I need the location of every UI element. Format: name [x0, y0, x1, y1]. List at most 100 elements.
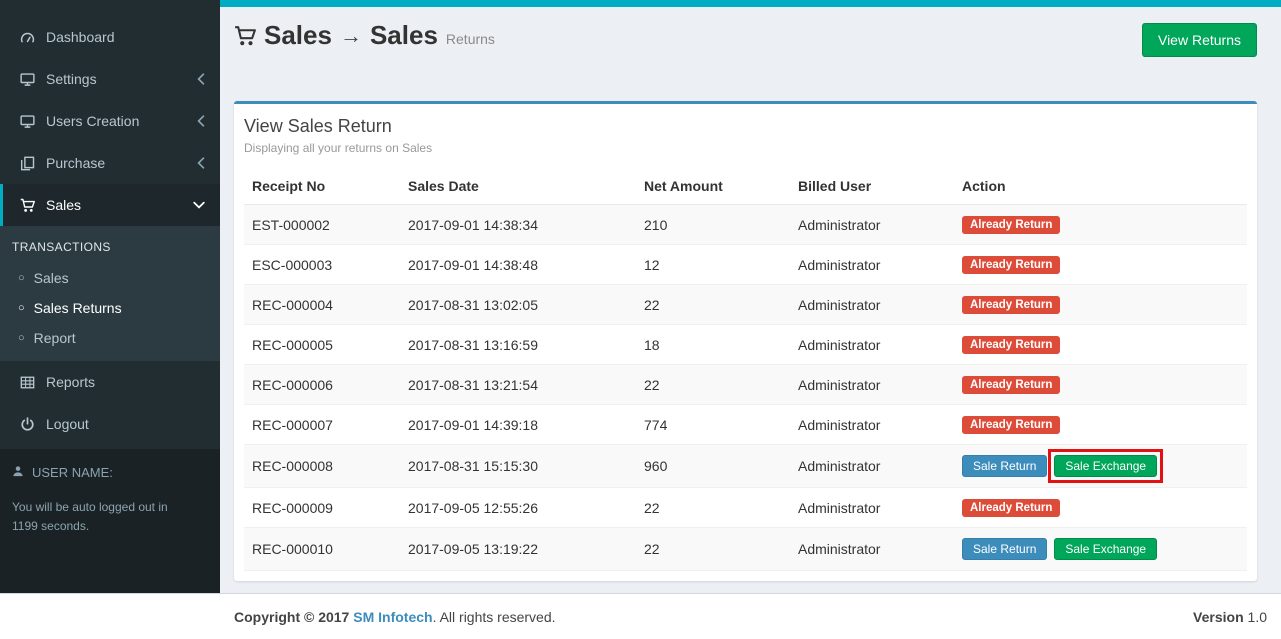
sidebar-item-label: Logout [46, 416, 89, 432]
sidebar-item-reports[interactable]: Reports [0, 361, 220, 403]
sidebar-item-label: Reports [46, 374, 96, 390]
sale-return-button[interactable]: Sale Return [962, 455, 1048, 477]
sidebar-item-logout[interactable]: Logout [0, 403, 220, 445]
desktop-icon [18, 72, 36, 87]
sale-exchange-button[interactable]: Sale Exchange [1054, 455, 1158, 477]
action-cell: Already Return [954, 487, 1247, 528]
sales-date-cell: 2017-09-01 14:38:48 [400, 244, 636, 285]
cart-icon [234, 25, 256, 47]
action-cell: Already Return [954, 284, 1247, 325]
receipt-no-cell: REC-000005 [244, 324, 400, 365]
sales-return-panel: View Sales Return Displaying all your re… [234, 101, 1257, 581]
already-return-badge: Already Return [962, 499, 1061, 517]
billed-user-cell: Administrator [790, 324, 954, 365]
already-return-badge: Already Return [962, 296, 1061, 314]
content-header: Sales → Sales Returns View Returns [234, 20, 1257, 57]
power-icon [18, 416, 36, 432]
billed-user-cell: Administrator [790, 487, 954, 528]
sidebar-item-label: Sales [46, 197, 82, 213]
action-cell: Sale Return Sale Exchange [954, 527, 1247, 571]
action-cell: Already Return [954, 404, 1247, 445]
action-cell: Already Return [954, 204, 1247, 245]
dashboard-icon [18, 30, 36, 45]
sale-exchange-button[interactable]: Sale Exchange [1054, 538, 1158, 560]
table-row: ESC-000003 2017-09-01 14:38:48 12 Administr… [244, 244, 1247, 285]
table-row: REC-000006 2017-08-31 13:21:54 22 Administr… [244, 364, 1247, 405]
sidebar-item-users-creation[interactable]: Users Creation [0, 100, 220, 142]
receipt-no-cell: REC-000008 [244, 444, 400, 488]
sales-date-cell: 2017-08-31 13:21:54 [400, 364, 636, 405]
sidebar-item-dashboard[interactable]: Dashboard [0, 16, 220, 58]
receipt-no-cell: REC-000009 [244, 487, 400, 528]
column-header-net-amount: Net Amount [636, 168, 790, 205]
submenu-item-report[interactable]: ○ Report [0, 323, 220, 353]
sale-return-button[interactable]: Sale Return [962, 538, 1048, 560]
top-accent-bar [220, 0, 1281, 7]
page-title: Sales → Sales Returns [234, 20, 495, 51]
net-amount-cell: 22 [636, 364, 790, 405]
chevron-left-icon [197, 73, 205, 85]
sidebar: Dashboard Settings Users Creation [0, 0, 220, 593]
net-amount-cell: 22 [636, 284, 790, 325]
receipt-no-cell: REC-000007 [244, 404, 400, 445]
table-row: REC-000010 2017-09-05 13:19:22 22 Administr… [244, 527, 1247, 571]
sidebar-menu: Dashboard Settings Users Creation [0, 0, 220, 445]
sidebar-item-purchase[interactable]: Purchase [0, 142, 220, 184]
chevron-down-icon [193, 201, 205, 209]
panel-subtitle: Displaying all your returns on Sales [244, 141, 433, 155]
submenu-item-sales-returns[interactable]: ○ Sales Returns [0, 293, 220, 323]
sales-submenu: TRANSACTIONS ○ Sales ○ Sales Returns ○ R… [0, 226, 220, 361]
net-amount-cell: 22 [636, 487, 790, 528]
sales-date-cell: 2017-08-31 13:02:05 [400, 284, 636, 325]
receipt-no-cell: REC-000004 [244, 284, 400, 325]
cart-icon [18, 198, 36, 213]
desktop-icon [18, 114, 36, 129]
highlight-annotation: Sale Exchange [1048, 449, 1164, 483]
view-returns-button[interactable]: View Returns [1141, 23, 1257, 57]
app-wrapper: Dashboard Settings Users Creation [0, 0, 1281, 593]
table-row: REC-000007 2017-09-01 14:39:18 774 Administ… [244, 404, 1247, 445]
sales-date-cell: 2017-09-01 14:39:18 [400, 404, 636, 445]
billed-user-cell: Administrator [790, 404, 954, 445]
already-return-badge: Already Return [962, 416, 1061, 434]
table-icon [18, 375, 36, 390]
sidebar-item-sales[interactable]: Sales [0, 184, 220, 226]
submenu-item-sales[interactable]: ○ Sales [0, 263, 220, 293]
table-row: REC-000005 2017-08-31 13:16:59 18 Administr… [244, 324, 1247, 365]
receipt-no-cell: REC-000006 [244, 364, 400, 405]
net-amount-cell: 774 [636, 404, 790, 445]
arrow-icon: → [339, 22, 362, 48]
table-row: REC-000004 2017-08-31 13:02:05 22 Administr… [244, 284, 1247, 325]
sales-date-cell: 2017-08-31 15:15:30 [400, 444, 636, 488]
company-link[interactable]: SM Infotech [353, 608, 433, 625]
sidebar-item-label: Dashboard [46, 29, 115, 45]
table-header-row: Receipt No Sales Date Net Amount Billed … [244, 168, 1247, 205]
submenu-item-label: Sales Returns [33, 300, 122, 316]
circle-icon: ○ [18, 331, 25, 344]
user-name-label: USER NAME: [32, 465, 113, 480]
action-cell: Already Return [954, 364, 1247, 405]
circle-icon: ○ [18, 301, 25, 314]
billed-user-cell: Administrator [790, 364, 954, 405]
main-content: Sales → Sales Returns View Returns View … [220, 0, 1281, 593]
sales-date-cell: 2017-08-31 13:16:59 [400, 324, 636, 365]
table-row: REC-000009 2017-09-05 12:55:26 22 Administr… [244, 487, 1247, 528]
footer: Copyright © 2017 SM Infotech. All rights… [0, 593, 1281, 639]
version-text: Version 1.0 [1193, 609, 1267, 625]
circle-icon: ○ [18, 271, 25, 284]
receipt-no-cell: ESC-000003 [244, 244, 400, 285]
panel-title: View Sales Return [244, 116, 392, 136]
sidebar-item-label: Settings [46, 71, 97, 87]
version-value: 1.0 [1247, 608, 1267, 625]
already-return-badge: Already Return [962, 256, 1061, 274]
sidebar-item-label: Users Creation [46, 113, 140, 129]
receipt-no-cell: REC-000010 [244, 527, 400, 571]
net-amount-cell: 22 [636, 527, 790, 571]
sales-date-cell: 2017-09-05 13:19:22 [400, 527, 636, 571]
column-header-sales-date: Sales Date [400, 168, 636, 205]
net-amount-cell: 210 [636, 204, 790, 245]
copyright-prefix: Copyright © 2017 [234, 608, 350, 625]
sidebar-item-settings[interactable]: Settings [0, 58, 220, 100]
user-icon [12, 465, 24, 480]
table-row: EST-000002 2017-09-01 14:38:34 210 Administ… [244, 204, 1247, 245]
